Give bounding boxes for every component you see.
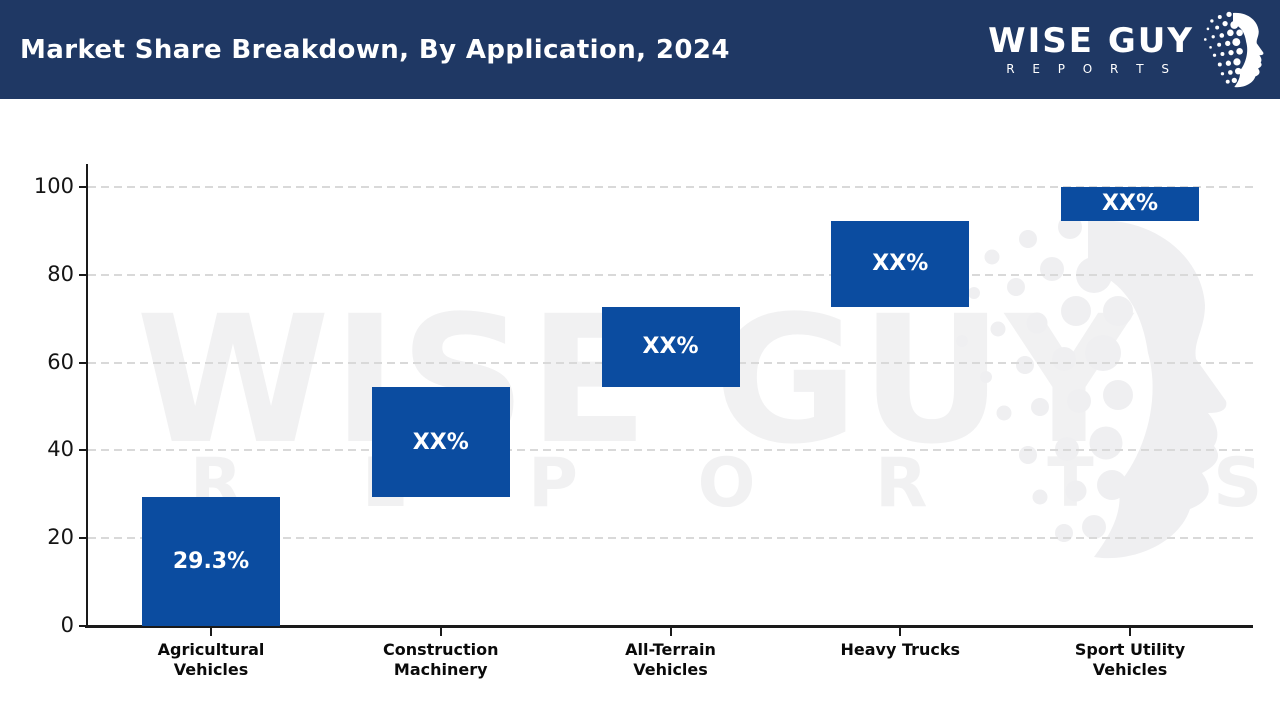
- y-tick-label: 80: [47, 261, 74, 286]
- y-tick-label: 0: [60, 613, 74, 637]
- logo-reports-text: R E P O R T S: [1006, 62, 1176, 76]
- bar-value-label: XX%: [412, 429, 469, 455]
- y-tick: [79, 449, 88, 452]
- bar-value-label: XX%: [1102, 191, 1158, 217]
- y-tick: [79, 273, 88, 276]
- bar: XX%: [1061, 187, 1199, 221]
- wiseguy-logo: WISE GUY R E P O R T S: [988, 10, 1266, 90]
- category-label-line: Sport Utility: [1074, 640, 1186, 659]
- category-label: Agricultural Vehicles: [96, 640, 326, 680]
- category-label-line: Agricultural: [157, 640, 265, 659]
- y-tick-label: 40: [47, 437, 74, 462]
- category-label: Construction Machinery: [326, 640, 556, 680]
- chart-title: Market Share Breakdown, By Application, …: [20, 34, 730, 65]
- category-label-line: All-Terrain: [625, 640, 716, 659]
- y-tick: [79, 361, 88, 364]
- wiseguy-face-icon: [1203, 11, 1264, 87]
- gridline: [88, 449, 1253, 452]
- category-label-line: Vehicles: [633, 660, 708, 679]
- y-tick-label: 100: [33, 174, 74, 198]
- gridline: [88, 273, 1253, 276]
- x-tick: [1129, 628, 1131, 636]
- bar-value-label: XX%: [872, 251, 929, 277]
- y-tick: [79, 625, 88, 627]
- y-tick: [79, 537, 88, 540]
- bar: XX%: [831, 220, 970, 307]
- x-axis-line: [85, 625, 1253, 628]
- category-label-line: Vehicles: [173, 660, 249, 679]
- bar: XX%: [601, 306, 740, 387]
- category-label-line: Vehicles: [1092, 660, 1168, 679]
- category-label: Sport Utility Vehicles: [1015, 640, 1245, 680]
- bar-value-label: XX%: [642, 334, 699, 360]
- header-bar: Market Share Breakdown, By Application, …: [0, 0, 1280, 99]
- y-tick: [79, 186, 88, 188]
- x-tick: [439, 628, 442, 636]
- wiseguy-logo-text: WISE GUY R E P O R T S: [988, 24, 1194, 75]
- category-label-line: Machinery: [393, 660, 488, 679]
- watermark-face-icon: [956, 215, 1227, 559]
- category-label-line: Heavy Trucks: [840, 640, 961, 659]
- x-tick: [210, 628, 212, 636]
- logo-wise-guy-text: WISE GUY: [988, 21, 1194, 61]
- gridline: [88, 537, 1253, 540]
- watermark-reports: R E P O R T S: [190, 444, 1280, 523]
- y-tick-label: 60: [47, 349, 74, 374]
- x-tick: [899, 628, 902, 636]
- bar: XX%: [371, 386, 510, 498]
- bar: 29.3%: [142, 497, 280, 626]
- y-axis-line: [86, 164, 88, 628]
- category-label-line: Construction: [382, 640, 499, 659]
- category-label: All-Terrain Vehicles: [556, 640, 786, 680]
- bar-value-label: 29.3%: [172, 549, 250, 575]
- x-tick: [669, 628, 672, 636]
- category-label: Heavy Trucks: [785, 640, 1015, 660]
- gridline: [88, 186, 1253, 188]
- y-tick-label: 20: [47, 525, 74, 550]
